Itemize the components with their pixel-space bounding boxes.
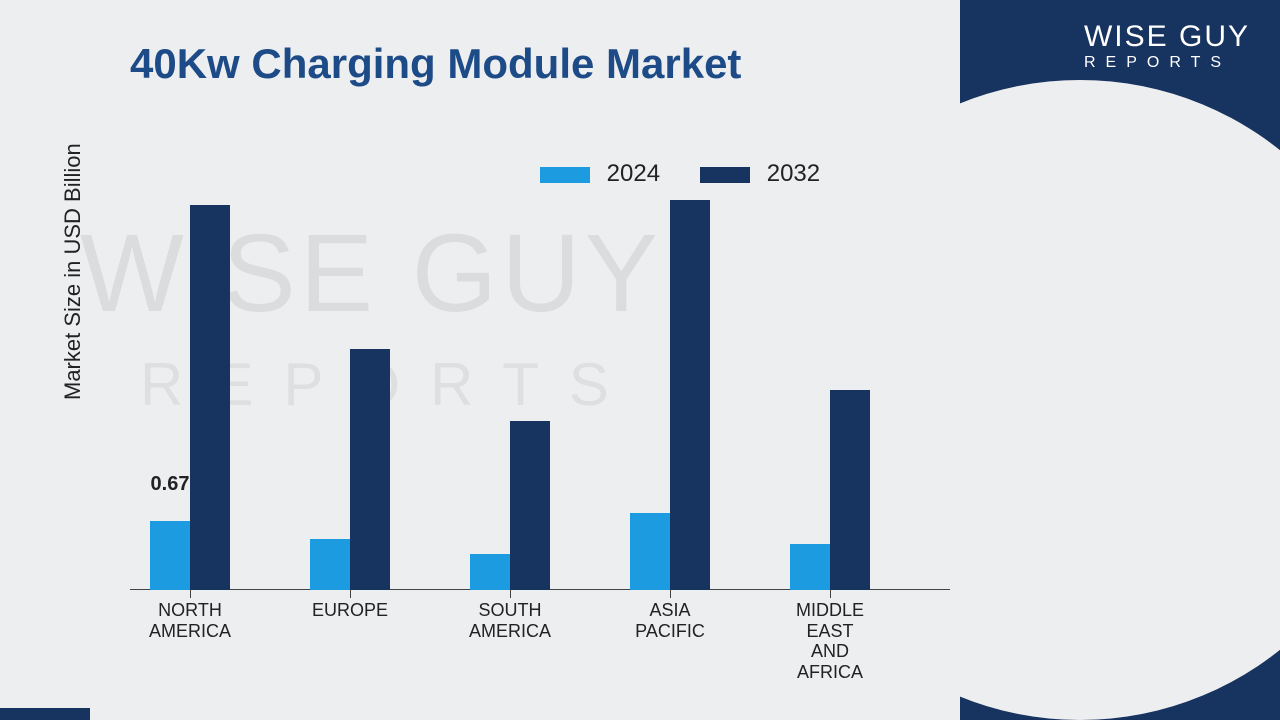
chart-title: 40Kw Charging Module Market [130, 40, 741, 88]
bar [190, 205, 230, 590]
page: WISE GUY REPORTS 40Kw Charging Module Ma… [0, 0, 1280, 720]
bar [350, 349, 390, 590]
footer-accent [0, 708, 90, 720]
x-tick [350, 590, 351, 598]
bar [310, 539, 350, 590]
legend-item-2024: 2024 [540, 160, 660, 188]
bar-group: SOUTHAMERICA [450, 200, 570, 590]
y-axis-label: Market Size in USD Billion [60, 143, 86, 400]
category-label: EUROPE [290, 600, 410, 621]
category-label: NORTHAMERICA [130, 600, 250, 641]
bar [670, 200, 710, 590]
legend-item-2032: 2032 [700, 160, 820, 188]
bar-pair [790, 390, 870, 590]
bar [150, 521, 190, 590]
category-label: SOUTHAMERICA [450, 600, 570, 641]
logo-line2: REPORTS [1084, 54, 1250, 72]
bar [630, 513, 670, 590]
bar-group: NORTHAMERICA [130, 200, 250, 590]
bar-group: ASIAPACIFIC [610, 200, 730, 590]
legend-label-2024: 2024 [607, 160, 660, 187]
legend: 2024 2032 [540, 160, 820, 188]
bar-group: MIDDLEEASTANDAFRICA [770, 200, 890, 590]
bar [510, 421, 550, 590]
category-label: MIDDLEEASTANDAFRICA [770, 600, 890, 683]
x-tick [190, 590, 191, 598]
legend-swatch-2024 [540, 167, 590, 183]
logo-line1: WISE GUY [1084, 20, 1250, 54]
legend-label-2032: 2032 [767, 160, 820, 187]
x-tick [670, 590, 671, 598]
brand-logo: WISE GUY REPORTS [1084, 20, 1250, 72]
bar-pair [310, 349, 390, 590]
bar-pair [150, 205, 230, 590]
legend-swatch-2032 [700, 167, 750, 183]
bar-group: EUROPE [290, 200, 410, 590]
bar [470, 554, 510, 590]
category-label: ASIAPACIFIC [610, 600, 730, 641]
x-tick [510, 590, 511, 598]
value-label: 0.67 [151, 473, 190, 496]
bar-chart: NORTHAMERICA EUROPE SOUTHAMERICA ASIAPACIFI… [130, 200, 950, 590]
bar-pair [470, 421, 550, 590]
x-tick [830, 590, 831, 598]
bar [830, 390, 870, 590]
bar [790, 544, 830, 590]
bar-pair [630, 200, 710, 590]
